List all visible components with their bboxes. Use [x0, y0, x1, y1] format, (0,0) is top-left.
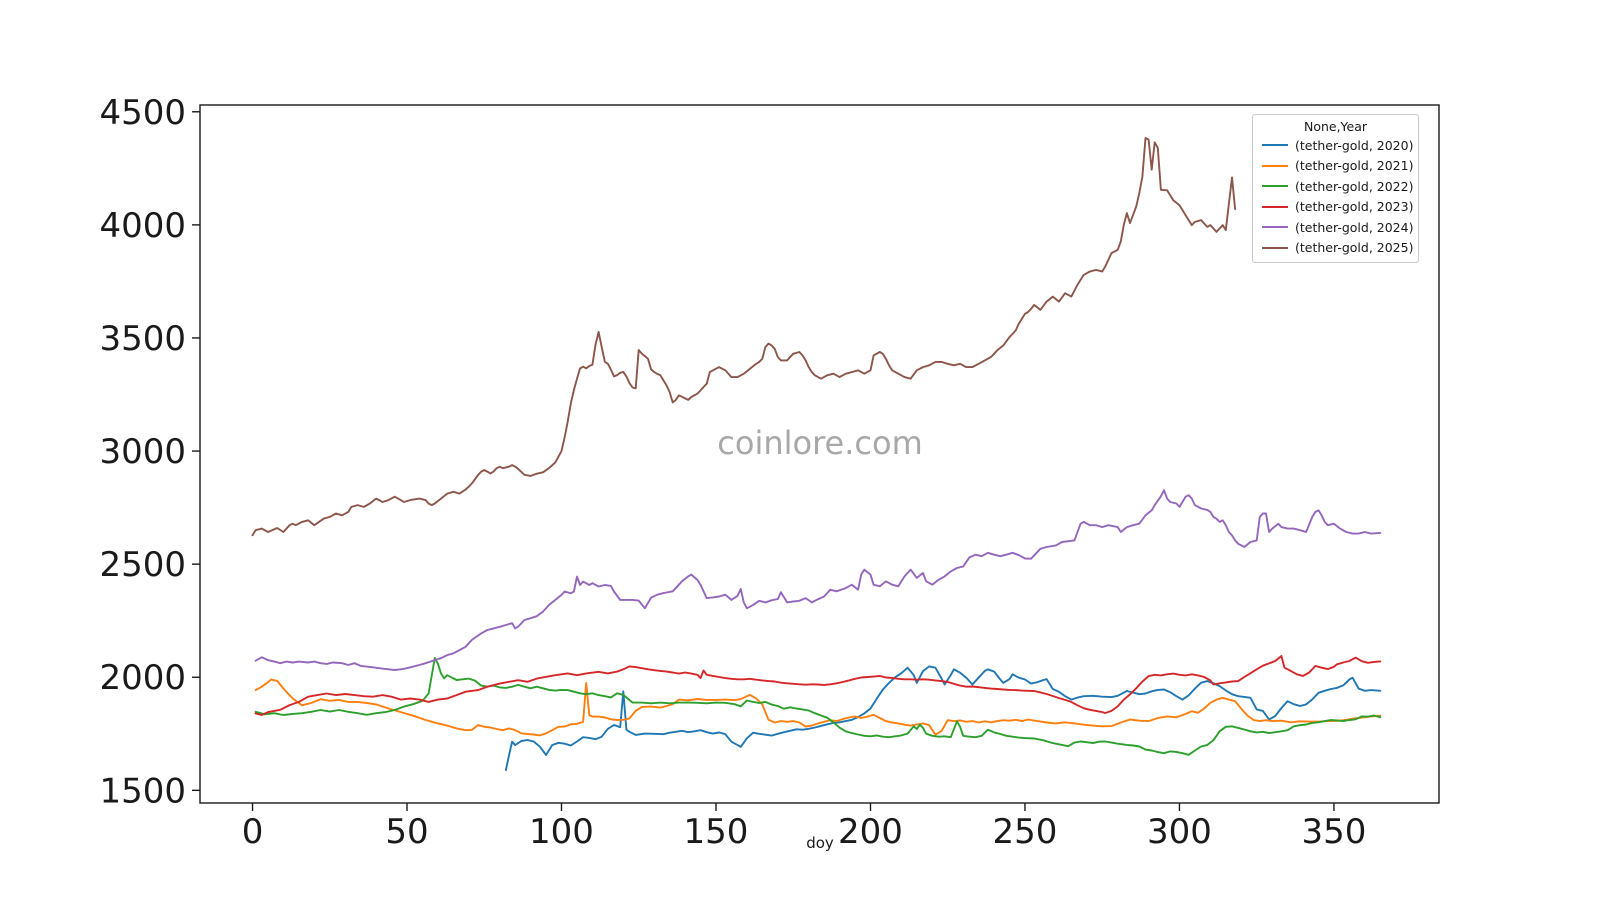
- legend-entry: (tether-gold, 2025): [1253, 238, 1418, 259]
- legend-entry-label: (tether-gold, 2022): [1295, 178, 1414, 194]
- legend-entry: (tether-gold, 2024): [1253, 217, 1418, 238]
- legend-title: None,Year: [1303, 119, 1368, 134]
- x-tick-label: 250: [993, 812, 1058, 852]
- x-tick-label: 150: [684, 812, 749, 852]
- x-tick-label: 50: [385, 812, 428, 852]
- x-tick-label: 200: [838, 812, 903, 852]
- series-line-2022: [254, 657, 1382, 756]
- legend-entry-label: (tether-gold, 2025): [1295, 240, 1414, 256]
- x-tick-label: 350: [1301, 812, 1366, 852]
- axes-layer: 0 50 100 150 200 250 300 350 1500 2000 2500 3000 350…: [99, 93, 1366, 852]
- legend-line-swatch: [1262, 164, 1288, 167]
- legend-line-swatch: [1262, 226, 1288, 229]
- y-tick-label: 4000: [99, 206, 186, 246]
- legend: None,Year (tether-gold, 2020) (tether-gol…: [1252, 114, 1419, 263]
- watermark-text: coinlore.com: [717, 424, 922, 462]
- plot-border: [199, 104, 1440, 804]
- y-tick-label: 2500: [99, 545, 186, 585]
- x-tick-label: 300: [1147, 812, 1212, 852]
- legend-entry: (tether-gold, 2023): [1253, 197, 1418, 218]
- x-tick-label: 100: [529, 812, 594, 852]
- legend-entry: (tether-gold, 2020): [1253, 135, 1418, 156]
- series-line-2020: [504, 665, 1382, 771]
- y-tick-label: 3500: [99, 319, 186, 359]
- x-tick-label: 0: [242, 812, 264, 852]
- y-tick-label: 3000: [99, 432, 186, 472]
- legend-entry-label: (tether-gold, 2021): [1295, 158, 1414, 174]
- legend-entry: (tether-gold, 2021): [1253, 156, 1418, 177]
- legend-entry: (tether-gold, 2022): [1253, 176, 1418, 197]
- legend-entry-label: (tether-gold, 2024): [1295, 219, 1414, 235]
- legend-entry-label: (tether-gold, 2023): [1295, 199, 1414, 215]
- series-line-2025: [251, 137, 1237, 537]
- legend-line-swatch: [1262, 205, 1288, 208]
- series-line-2023: [254, 655, 1382, 716]
- legend-line-swatch: [1262, 246, 1288, 249]
- y-tick-label: 1500: [99, 771, 186, 811]
- series-lines: [251, 137, 1382, 771]
- legend-line-swatch: [1262, 144, 1288, 147]
- x-axis-label: doy: [806, 834, 834, 852]
- y-tick-label: 4500: [99, 93, 186, 133]
- legend-entries: (tether-gold, 2020) (tether-gold, 2021) (t…: [1253, 135, 1418, 258]
- series-line-2024: [254, 489, 1382, 671]
- legend-entry-label: (tether-gold, 2020): [1295, 137, 1414, 153]
- y-tick-label: 2000: [99, 658, 186, 698]
- legend-line-swatch: [1262, 185, 1288, 188]
- series-line-2021: [254, 678, 1382, 737]
